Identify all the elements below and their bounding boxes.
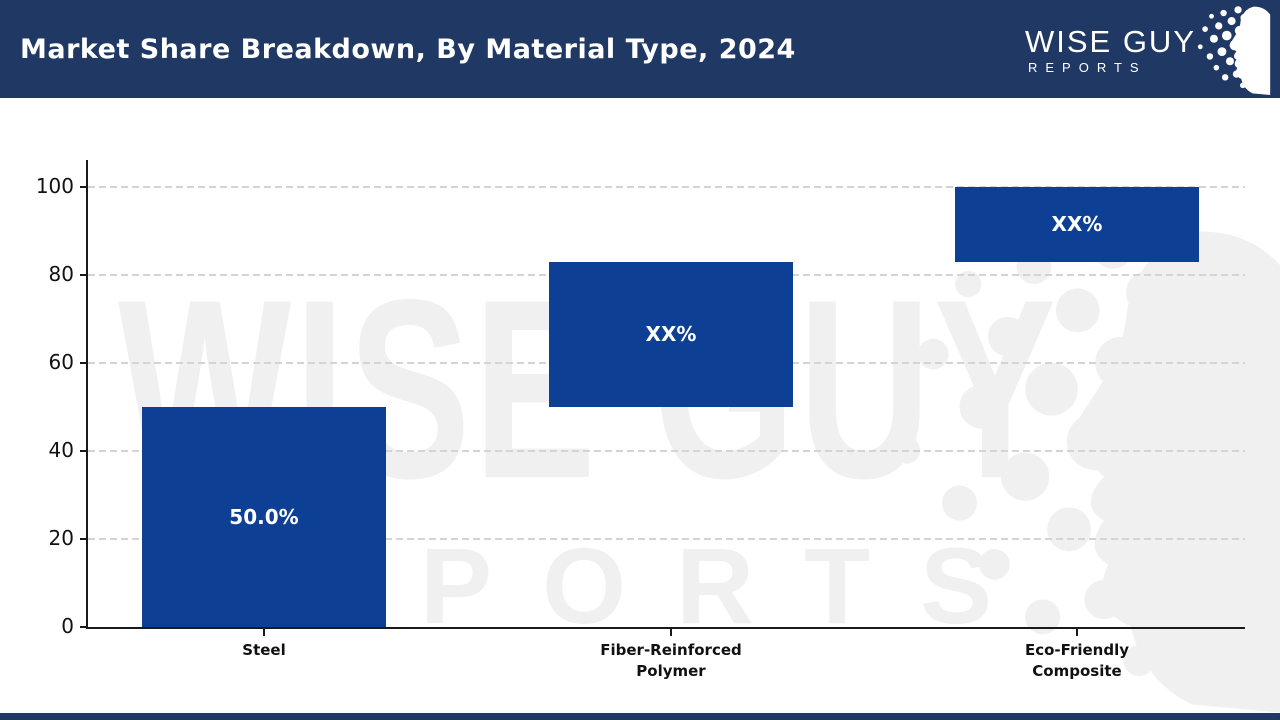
gridline xyxy=(88,538,1245,540)
gridline xyxy=(88,186,1245,188)
bar-value-label: XX% xyxy=(1051,212,1103,237)
gridline xyxy=(88,450,1245,452)
x-category-label: Eco-Friendly Composite xyxy=(1024,641,1129,680)
footer-bar xyxy=(0,713,1280,720)
y-tick-mark xyxy=(80,274,88,276)
x-tick-mark xyxy=(263,629,265,636)
y-tick-label: 60 xyxy=(48,350,74,374)
x-category-label: Fiber-Reinforced Polymer xyxy=(600,641,742,680)
bar-fiber-reinforced-polymer: XX% xyxy=(549,261,793,407)
y-tick-mark xyxy=(80,362,88,364)
x-tick-mark xyxy=(1076,629,1078,636)
x-tick-mark xyxy=(670,629,672,636)
y-tick-label: 20 xyxy=(48,526,74,550)
x-axis-line xyxy=(86,627,1245,629)
logo-text: WISE GUY REPORTS xyxy=(1025,26,1196,74)
logo-wordmark: WISE GUY xyxy=(1024,24,1196,59)
logo-reports-label: REPORTS xyxy=(1027,60,1147,75)
y-tick-label: 0 xyxy=(61,614,74,638)
y-tick-label: 40 xyxy=(48,438,74,462)
bar-value-label: 50.0% xyxy=(229,505,299,529)
y-tick-mark xyxy=(80,186,88,188)
x-category-label: Steel xyxy=(242,641,286,659)
y-tick-mark xyxy=(80,450,88,452)
y-tick-mark xyxy=(80,538,88,540)
bar-value-label: XX% xyxy=(645,322,697,347)
header-bar: Market Share Breakdown, By Material Type… xyxy=(0,0,1280,98)
y-tick-mark xyxy=(80,626,88,628)
bar-eco-friendly-composite: XX% xyxy=(955,187,1199,262)
page-title: Market Share Breakdown, By Material Type… xyxy=(20,34,796,65)
y-tick-label: 80 xyxy=(48,262,74,286)
bar-steel: 50.0% xyxy=(142,407,386,627)
y-axis-line xyxy=(86,160,88,629)
y-tick-label: 100 xyxy=(35,174,74,198)
logo-face-icon xyxy=(1197,6,1271,95)
wiseguy-logo: WISE GUY REPORTS xyxy=(1025,4,1278,96)
